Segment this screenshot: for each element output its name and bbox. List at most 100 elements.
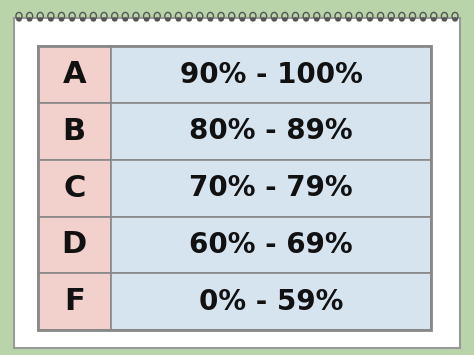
Circle shape xyxy=(293,18,298,21)
Text: C: C xyxy=(63,174,85,203)
Ellipse shape xyxy=(441,12,447,20)
Circle shape xyxy=(410,18,415,21)
Circle shape xyxy=(346,18,351,21)
Circle shape xyxy=(219,18,223,21)
Ellipse shape xyxy=(271,12,277,20)
Ellipse shape xyxy=(314,12,320,20)
Bar xyxy=(111,273,431,330)
Circle shape xyxy=(113,18,117,21)
Circle shape xyxy=(357,18,361,21)
Circle shape xyxy=(240,18,245,21)
Ellipse shape xyxy=(80,12,86,20)
Bar xyxy=(38,160,111,217)
Ellipse shape xyxy=(367,12,373,20)
Circle shape xyxy=(209,18,212,21)
Text: 60% - 69%: 60% - 69% xyxy=(189,231,353,259)
Circle shape xyxy=(176,18,181,21)
Circle shape xyxy=(421,18,425,21)
Ellipse shape xyxy=(27,12,33,20)
Circle shape xyxy=(304,18,308,21)
Circle shape xyxy=(27,18,32,21)
Bar xyxy=(111,217,431,273)
Ellipse shape xyxy=(410,12,416,20)
Ellipse shape xyxy=(282,12,288,20)
Circle shape xyxy=(251,18,255,21)
Ellipse shape xyxy=(388,12,394,20)
Bar xyxy=(111,160,431,217)
Ellipse shape xyxy=(378,12,383,20)
Circle shape xyxy=(315,18,319,21)
Ellipse shape xyxy=(399,12,405,20)
Circle shape xyxy=(336,18,340,21)
Text: 90% - 100%: 90% - 100% xyxy=(180,61,363,88)
Circle shape xyxy=(229,18,234,21)
Ellipse shape xyxy=(122,12,128,20)
Ellipse shape xyxy=(165,12,171,20)
Ellipse shape xyxy=(186,12,192,20)
Ellipse shape xyxy=(239,12,246,20)
Circle shape xyxy=(325,18,329,21)
Ellipse shape xyxy=(91,12,96,20)
FancyBboxPatch shape xyxy=(14,18,460,348)
Ellipse shape xyxy=(250,12,256,20)
Bar xyxy=(111,103,431,160)
Ellipse shape xyxy=(133,12,139,20)
Circle shape xyxy=(123,18,128,21)
Bar xyxy=(38,46,111,103)
Text: 80% - 89%: 80% - 89% xyxy=(189,118,353,145)
Bar xyxy=(38,273,111,330)
Circle shape xyxy=(187,18,191,21)
Text: F: F xyxy=(64,287,85,316)
Ellipse shape xyxy=(154,12,160,20)
Ellipse shape xyxy=(175,12,182,20)
Text: 70% - 79%: 70% - 79% xyxy=(189,174,353,202)
Circle shape xyxy=(81,18,85,21)
Circle shape xyxy=(59,18,64,21)
Circle shape xyxy=(102,18,106,21)
Ellipse shape xyxy=(324,12,330,20)
Circle shape xyxy=(453,18,457,21)
Ellipse shape xyxy=(112,12,118,20)
Ellipse shape xyxy=(197,12,203,20)
Circle shape xyxy=(442,18,447,21)
Circle shape xyxy=(368,18,372,21)
Bar xyxy=(38,103,111,160)
Circle shape xyxy=(262,18,265,21)
Ellipse shape xyxy=(303,12,309,20)
Text: D: D xyxy=(62,230,87,260)
Circle shape xyxy=(379,18,383,21)
Ellipse shape xyxy=(218,12,224,20)
Circle shape xyxy=(134,18,138,21)
Ellipse shape xyxy=(37,12,43,20)
Circle shape xyxy=(166,18,170,21)
Ellipse shape xyxy=(261,12,266,20)
Ellipse shape xyxy=(58,12,64,20)
Circle shape xyxy=(49,18,53,21)
Ellipse shape xyxy=(69,12,75,20)
Text: 0% - 59%: 0% - 59% xyxy=(199,288,343,316)
Ellipse shape xyxy=(292,12,299,20)
Bar xyxy=(111,46,431,103)
Ellipse shape xyxy=(420,12,426,20)
Circle shape xyxy=(272,18,276,21)
Circle shape xyxy=(38,18,42,21)
Ellipse shape xyxy=(208,12,213,20)
Circle shape xyxy=(155,18,159,21)
Circle shape xyxy=(17,18,21,21)
Circle shape xyxy=(400,18,404,21)
Circle shape xyxy=(432,18,436,21)
Ellipse shape xyxy=(144,12,150,20)
Ellipse shape xyxy=(101,12,107,20)
Bar xyxy=(38,217,111,273)
Circle shape xyxy=(70,18,74,21)
Ellipse shape xyxy=(452,12,458,20)
Text: A: A xyxy=(63,60,86,89)
Ellipse shape xyxy=(228,12,235,20)
Ellipse shape xyxy=(431,12,437,20)
Circle shape xyxy=(145,18,149,21)
Ellipse shape xyxy=(346,12,352,20)
Ellipse shape xyxy=(335,12,341,20)
Text: B: B xyxy=(63,117,86,146)
Ellipse shape xyxy=(356,12,362,20)
Circle shape xyxy=(198,18,202,21)
